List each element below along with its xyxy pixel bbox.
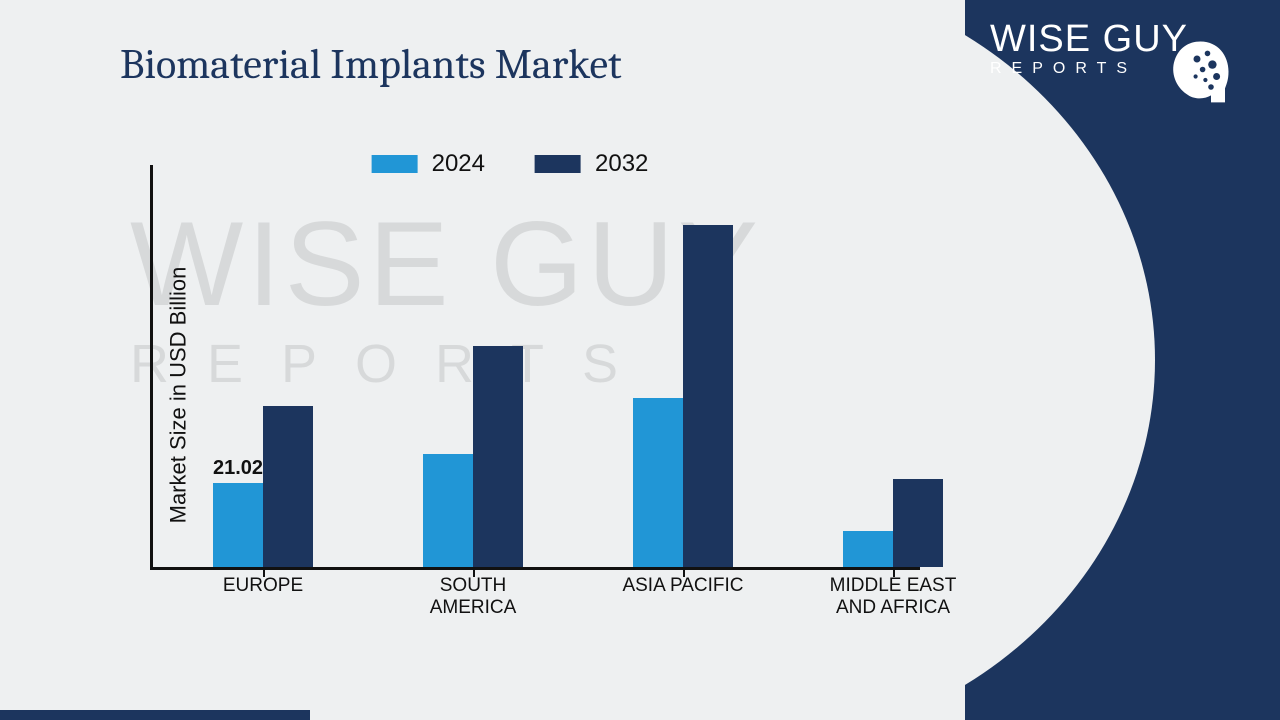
x-axis-category-label: MIDDLE EAST AND AFRICA — [818, 575, 968, 619]
brand-head-icon — [1162, 38, 1232, 108]
bar-2024 — [633, 398, 683, 567]
bar-chart: Market Size in USD Billion 2024 2032 21.… — [100, 165, 920, 625]
bar-group: 21.02EUROPE — [193, 406, 333, 567]
bar-2032 — [473, 346, 523, 567]
x-axis-tick — [473, 567, 475, 577]
bar-group: ASIA PACIFIC — [613, 225, 753, 567]
brand-logo: WISE GUY REPORTS — [990, 20, 1250, 78]
x-axis-tick — [683, 567, 685, 577]
bar-2032 — [263, 406, 313, 567]
bar-2024 — [423, 454, 473, 567]
bar-2024 — [843, 531, 893, 567]
plot-area: 21.02EUROPESOUTH AMERICAASIA PACIFICMIDD… — [150, 165, 920, 570]
chart-title: Biomaterial Implants Market — [120, 40, 622, 89]
x-axis-category-label: SOUTH AMERICA — [398, 575, 548, 619]
bar-2032 — [893, 479, 943, 567]
x-axis-category-label: ASIA PACIFIC — [608, 575, 758, 597]
bar-2024: 21.02 — [213, 483, 263, 568]
x-axis-category-label: EUROPE — [188, 575, 338, 597]
bar-group: MIDDLE EAST AND AFRICA — [823, 479, 963, 567]
bottom-accent-bar — [0, 710, 310, 720]
x-axis-tick — [893, 567, 895, 577]
bar-group: SOUTH AMERICA — [403, 346, 543, 567]
figure-root: WISE GUY REPORTS Biomaterial Implants Ma… — [0, 0, 1280, 720]
x-axis-tick — [263, 567, 265, 577]
bar-value-label: 21.02 — [213, 457, 263, 480]
bar-2032 — [683, 225, 733, 567]
